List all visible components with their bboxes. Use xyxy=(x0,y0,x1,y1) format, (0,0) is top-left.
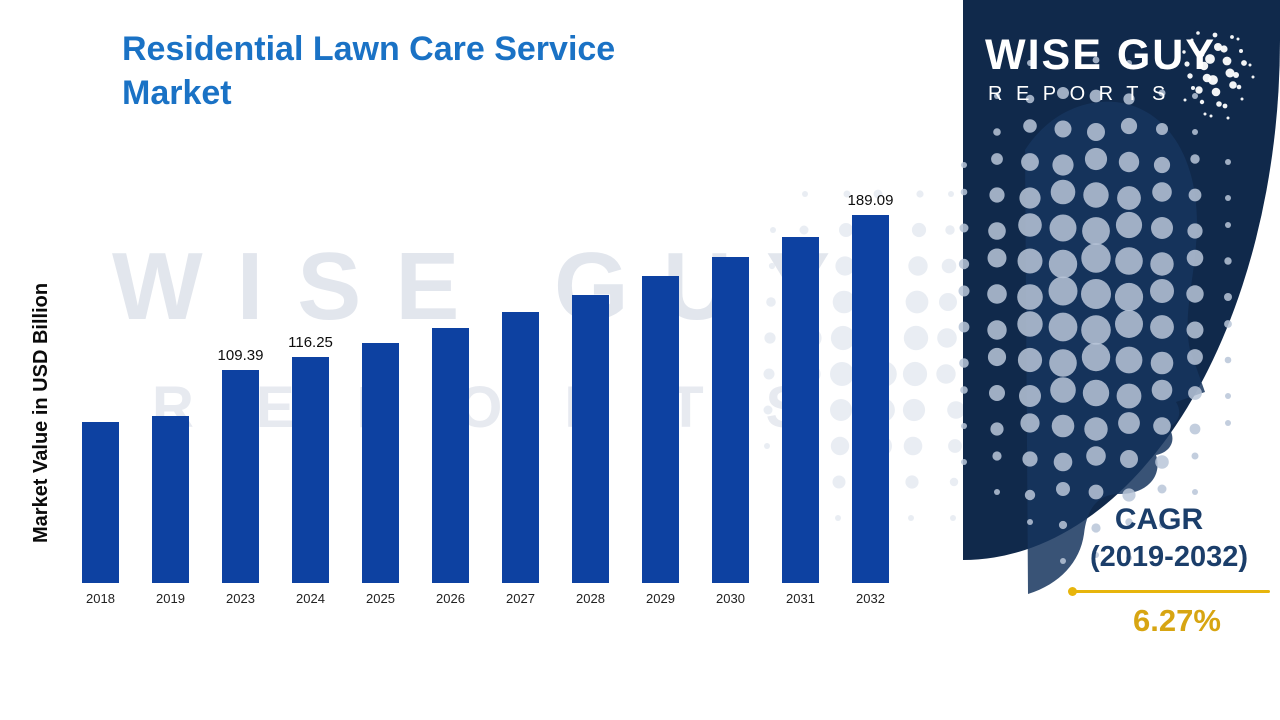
x-axis-tick-label: 2024 xyxy=(296,591,325,606)
cagr-value: 6.27% xyxy=(1133,603,1221,638)
bar-2024 xyxy=(292,356,329,583)
cagr-underline xyxy=(1068,587,1270,596)
bar-group: 2019 xyxy=(152,416,189,606)
bar-2025 xyxy=(362,342,399,583)
bar-2023 xyxy=(222,370,259,583)
x-axis-tick-label: 2030 xyxy=(716,591,745,606)
bar-2032 xyxy=(852,215,889,583)
bar-group: 189.09 2032 xyxy=(848,192,894,606)
bar-group: 2025 xyxy=(362,342,399,606)
bar-2019 xyxy=(152,416,189,583)
bar-group: 2018 xyxy=(82,422,119,606)
bar-value-label: 116.25 xyxy=(288,333,333,351)
brand-logo: WISE GUY REPORTS xyxy=(985,34,1216,106)
y-axis-label: Market Value in USD Billion xyxy=(30,282,52,544)
x-axis-tick-label: 2027 xyxy=(506,591,535,606)
bar-2030 xyxy=(712,257,749,583)
bar-group: 116.25 2024 xyxy=(288,334,333,606)
bar-2029 xyxy=(642,276,679,583)
x-axis-tick-label: 2032 xyxy=(856,591,885,606)
x-axis-tick-label: 2019 xyxy=(156,591,185,606)
x-axis-tick-label: 2026 xyxy=(436,591,465,606)
logo-reports-text: REPORTS xyxy=(988,83,1179,105)
logo-wiseguy-text: WISE GUY xyxy=(985,31,1217,79)
bar-group: 2031 xyxy=(782,236,819,606)
bar-value-label: 109.39 xyxy=(217,347,264,365)
x-axis-tick-label: 2023 xyxy=(226,591,255,606)
bar-2031 xyxy=(782,236,819,583)
bar-group: 2028 xyxy=(572,294,609,606)
x-axis-tick-label: 2018 xyxy=(86,591,115,606)
bar-2018 xyxy=(82,422,119,583)
bar-group: 2026 xyxy=(432,327,469,606)
bar-2026 xyxy=(432,327,469,583)
watermark-wiseguy-text: WISE GUY xyxy=(112,233,865,340)
bar-value-label: 189.09 xyxy=(847,192,894,209)
bar-group: 2030 xyxy=(712,257,749,606)
bar-group: 2027 xyxy=(502,311,539,606)
x-axis-tick-label: 2031 xyxy=(786,591,815,606)
bar-2027 xyxy=(502,311,539,583)
cagr-block: CAGR (2019-2032) 6.27% xyxy=(1018,503,1280,639)
chart-title: Residential Lawn Care Service Market xyxy=(122,30,616,112)
bar-group: 2029 xyxy=(642,276,679,606)
bar-group: 109.39 2023 xyxy=(218,347,264,606)
bar-2028 xyxy=(572,294,609,583)
x-axis-tick-label: 2028 xyxy=(576,591,605,606)
bar-chart: 2018 2019 109.39 2023 116.25 2024 2025 2026 2027… xyxy=(82,192,894,606)
x-axis-tick-label: 2029 xyxy=(646,591,675,606)
cagr-label: CAGR xyxy=(1114,503,1204,536)
watermark-reports-text: REPORTS xyxy=(152,374,866,441)
x-axis-tick-label: 2025 xyxy=(366,591,395,606)
cagr-range: (2019-2032) xyxy=(1090,541,1248,573)
